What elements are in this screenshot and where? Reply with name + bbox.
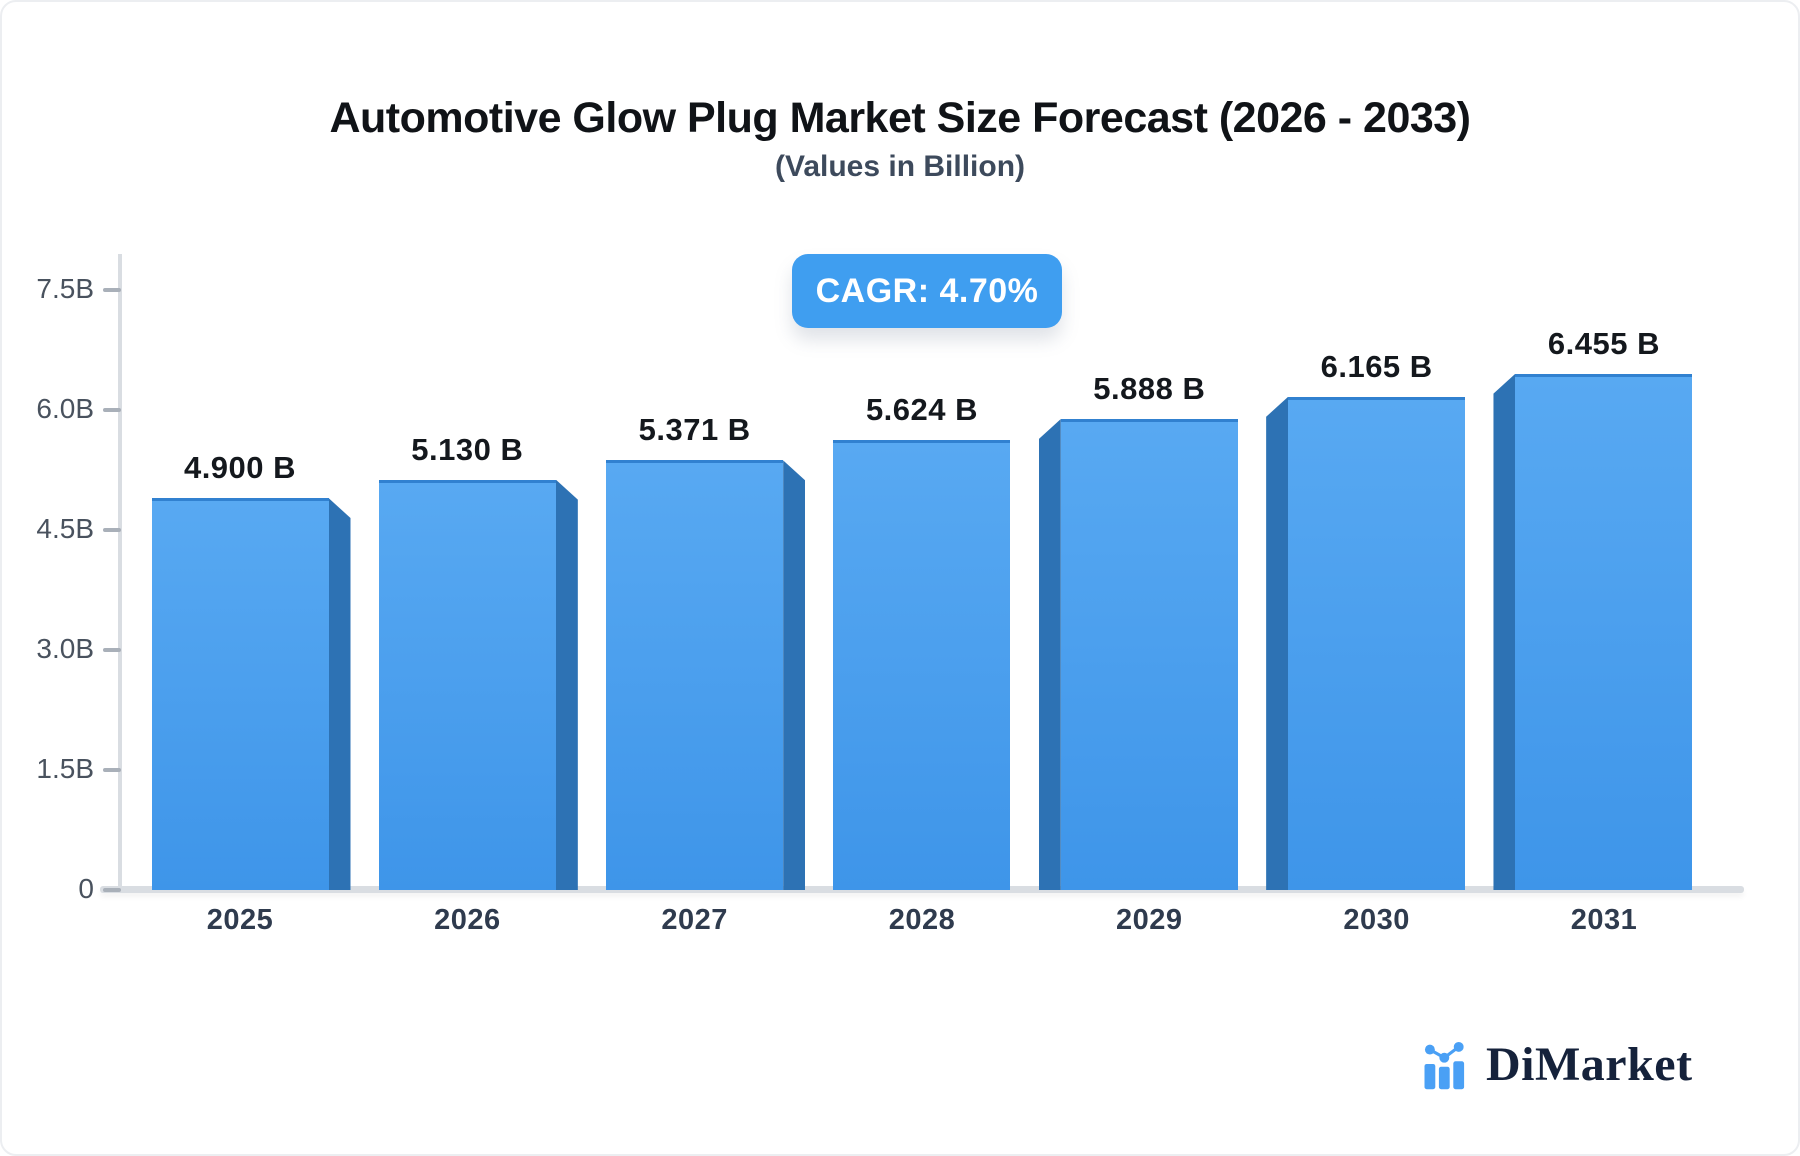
bar-2025: 4.900 B [151, 450, 351, 890]
bar-2030: 6.165 B [1266, 349, 1466, 890]
x-axis-label: 2028 [888, 904, 956, 936]
x-axis-label: 2031 [1570, 904, 1638, 936]
brand-name: DiMarket [1486, 1037, 1693, 1091]
x-axis-label: 2027 [661, 904, 728, 936]
y-tick-label: 3.0B [36, 633, 94, 664]
bar-value-label: 5.130 B [411, 431, 524, 467]
page-title: Automotive Glow Plug Market Size Forecas… [329, 94, 1471, 142]
bar-value-label: 4.900 B [183, 450, 297, 485]
bar-face [1060, 418, 1238, 890]
y-tick-label: 6.0B [36, 393, 94, 424]
bar-side-face [328, 498, 351, 890]
bar-side-face [555, 479, 578, 890]
bar-2028: 5.624 B [833, 392, 1011, 890]
bar-value-label: 5.888 B [1093, 370, 1206, 406]
bar-face [1288, 396, 1466, 890]
bar-side-face [1266, 396, 1289, 890]
bar-face [378, 479, 556, 890]
bar-face [833, 440, 1011, 890]
y-tick-label: 7.5B [36, 273, 94, 304]
y-tick-dash [103, 288, 121, 292]
y-tick-dash [103, 888, 121, 892]
bar-value-label: 6.165 B [1320, 348, 1433, 384]
bar-side-face [1038, 418, 1061, 890]
bar-side-face [783, 460, 806, 890]
bar-value-label: 6.455 B [1547, 325, 1660, 361]
y-tick-dash [103, 528, 121, 532]
x-axis-label: 2026 [434, 904, 501, 936]
y-tick-label: 1.5B [36, 753, 94, 784]
brand-logo: DiMarket [1420, 1032, 1693, 1096]
bar-2029: 5.888 B [1038, 371, 1238, 890]
bar-2027: 5.371 B [606, 412, 806, 890]
bar-value-label: 5.371 B [638, 412, 751, 448]
x-axis-label: 2030 [1343, 904, 1410, 936]
chart-subtitle: (Values in Billion) [774, 150, 1026, 183]
y-tick-dash [103, 408, 121, 412]
bar-side-face [1493, 373, 1516, 890]
bar-2026: 5.130 B [378, 432, 578, 890]
cagr-badge: CAGR: 4.70% [792, 254, 1062, 328]
bar-face [151, 498, 329, 890]
y-axis-line [118, 254, 122, 890]
bar-value-label: 5.624 B [865, 392, 979, 428]
bar-2031: 6.455 B [1493, 326, 1693, 890]
y-tick-dash [103, 648, 121, 652]
bar-face [1515, 373, 1693, 890]
y-tick-dash [103, 768, 121, 772]
x-axis-label: 2025 [206, 904, 274, 936]
y-tick-label: 0 [78, 873, 94, 904]
y-tick-label: 4.5B [36, 513, 94, 544]
bar-line-chart-logo-icon [1424, 1041, 1465, 1090]
bar-face [606, 460, 784, 890]
x-axis-label: 2029 [1116, 904, 1183, 936]
